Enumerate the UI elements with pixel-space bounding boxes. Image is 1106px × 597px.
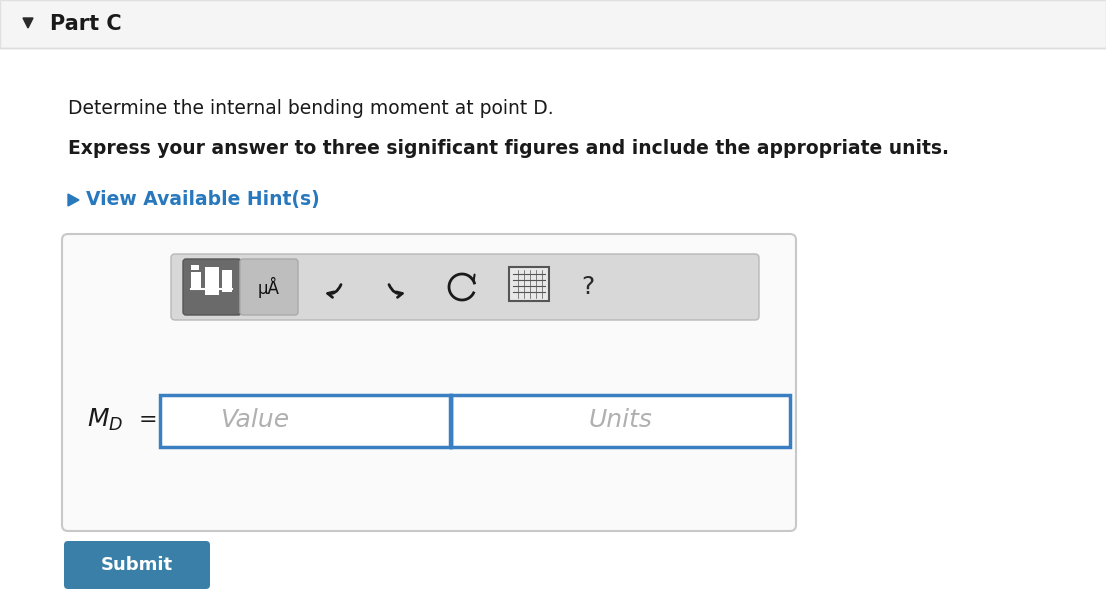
Text: =: =	[138, 410, 157, 430]
Text: μÅ: μÅ	[258, 276, 280, 297]
Text: Part C: Part C	[50, 14, 122, 34]
Text: Value: Value	[220, 408, 290, 432]
FancyBboxPatch shape	[451, 395, 790, 447]
FancyBboxPatch shape	[160, 395, 450, 447]
FancyBboxPatch shape	[62, 234, 796, 531]
FancyBboxPatch shape	[0, 0, 1106, 48]
Polygon shape	[67, 194, 79, 206]
FancyBboxPatch shape	[240, 259, 298, 315]
Text: Submit: Submit	[101, 556, 173, 574]
FancyBboxPatch shape	[191, 265, 199, 270]
Text: Determine the internal bending moment at point D.: Determine the internal bending moment at…	[67, 99, 554, 118]
Text: $M_D$: $M_D$	[87, 407, 123, 433]
Text: Express your answer to three significant figures and include the appropriate uni: Express your answer to three significant…	[67, 139, 949, 158]
FancyBboxPatch shape	[205, 267, 219, 295]
FancyBboxPatch shape	[222, 270, 232, 292]
Text: ?: ?	[582, 275, 595, 299]
FancyBboxPatch shape	[182, 259, 241, 315]
Text: Units: Units	[588, 408, 651, 432]
Text: View Available Hint(s): View Available Hint(s)	[86, 190, 320, 210]
FancyBboxPatch shape	[64, 541, 210, 589]
Polygon shape	[23, 18, 33, 28]
FancyBboxPatch shape	[171, 254, 759, 320]
FancyBboxPatch shape	[509, 267, 549, 301]
FancyBboxPatch shape	[191, 272, 201, 288]
